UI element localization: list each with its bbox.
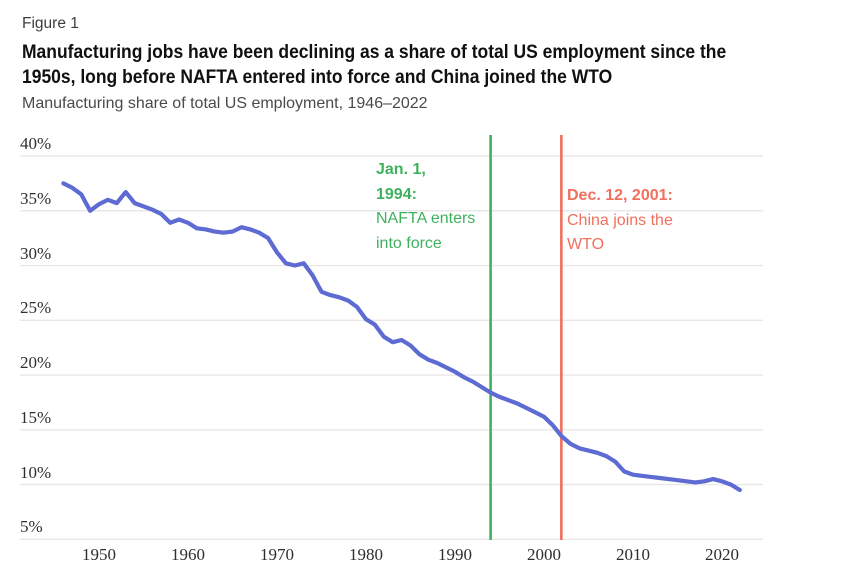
chart-title-line1-text: Manufacturing jobs have been declining a…: [22, 42, 727, 63]
x-tick-label: 2010: [616, 545, 650, 564]
y-tick-label: 30%: [20, 243, 52, 263]
x-tick-label: 1970: [260, 545, 294, 564]
x-tick-label: 1950: [82, 545, 116, 564]
chart-title-line2: 1950s, long before NAFTA entered into fo…: [22, 67, 664, 89]
figure-label: Figure 1: [22, 15, 79, 32]
wto-text-line2: WTO: [567, 236, 605, 253]
nafta-text-line1: NAFTA enters: [376, 210, 476, 227]
wto-date-line1: Dec. 12, 2001:: [567, 187, 673, 204]
x-tick-label: 1960: [171, 545, 205, 564]
x-tick-label: 2000: [527, 545, 561, 564]
manufacturing-share-line: [61, 181, 742, 493]
x-tick-label: 2020: [705, 545, 739, 564]
chart-title-line2-text: 1950s, long before NAFTA entered into fo…: [22, 67, 613, 88]
chart-subtitle: Manufacturing share of total US employme…: [22, 95, 428, 112]
y-tick-label: 25%: [20, 298, 52, 318]
nafta-text-line2: into force: [376, 234, 442, 252]
nafta-date-line1: Jan. 1,: [376, 161, 426, 178]
y-tick-label: 35%: [20, 188, 52, 208]
y-tick-label: 10%: [20, 462, 52, 482]
nafta-date-line2: 1994:: [376, 185, 417, 203]
nafta-annotation: Jan. 1, 1994: NAFTA enters into force: [376, 158, 475, 256]
x-tick-label: 1990: [438, 545, 472, 564]
x-tick-label: 1980: [349, 545, 383, 564]
y-tick-label: 5%: [20, 517, 43, 537]
wto-annotation: Dec. 12, 2001: China joins the WTO: [567, 184, 673, 258]
y-tick-label: 15%: [20, 407, 52, 427]
chart-title-line1: Manufacturing jobs have been declining a…: [22, 42, 787, 64]
gridlines: [20, 155, 763, 541]
y-tick-label: 20%: [20, 353, 52, 373]
wto-text-line1: China joins the: [567, 211, 673, 229]
y-tick-label: 40%: [20, 134, 52, 153]
